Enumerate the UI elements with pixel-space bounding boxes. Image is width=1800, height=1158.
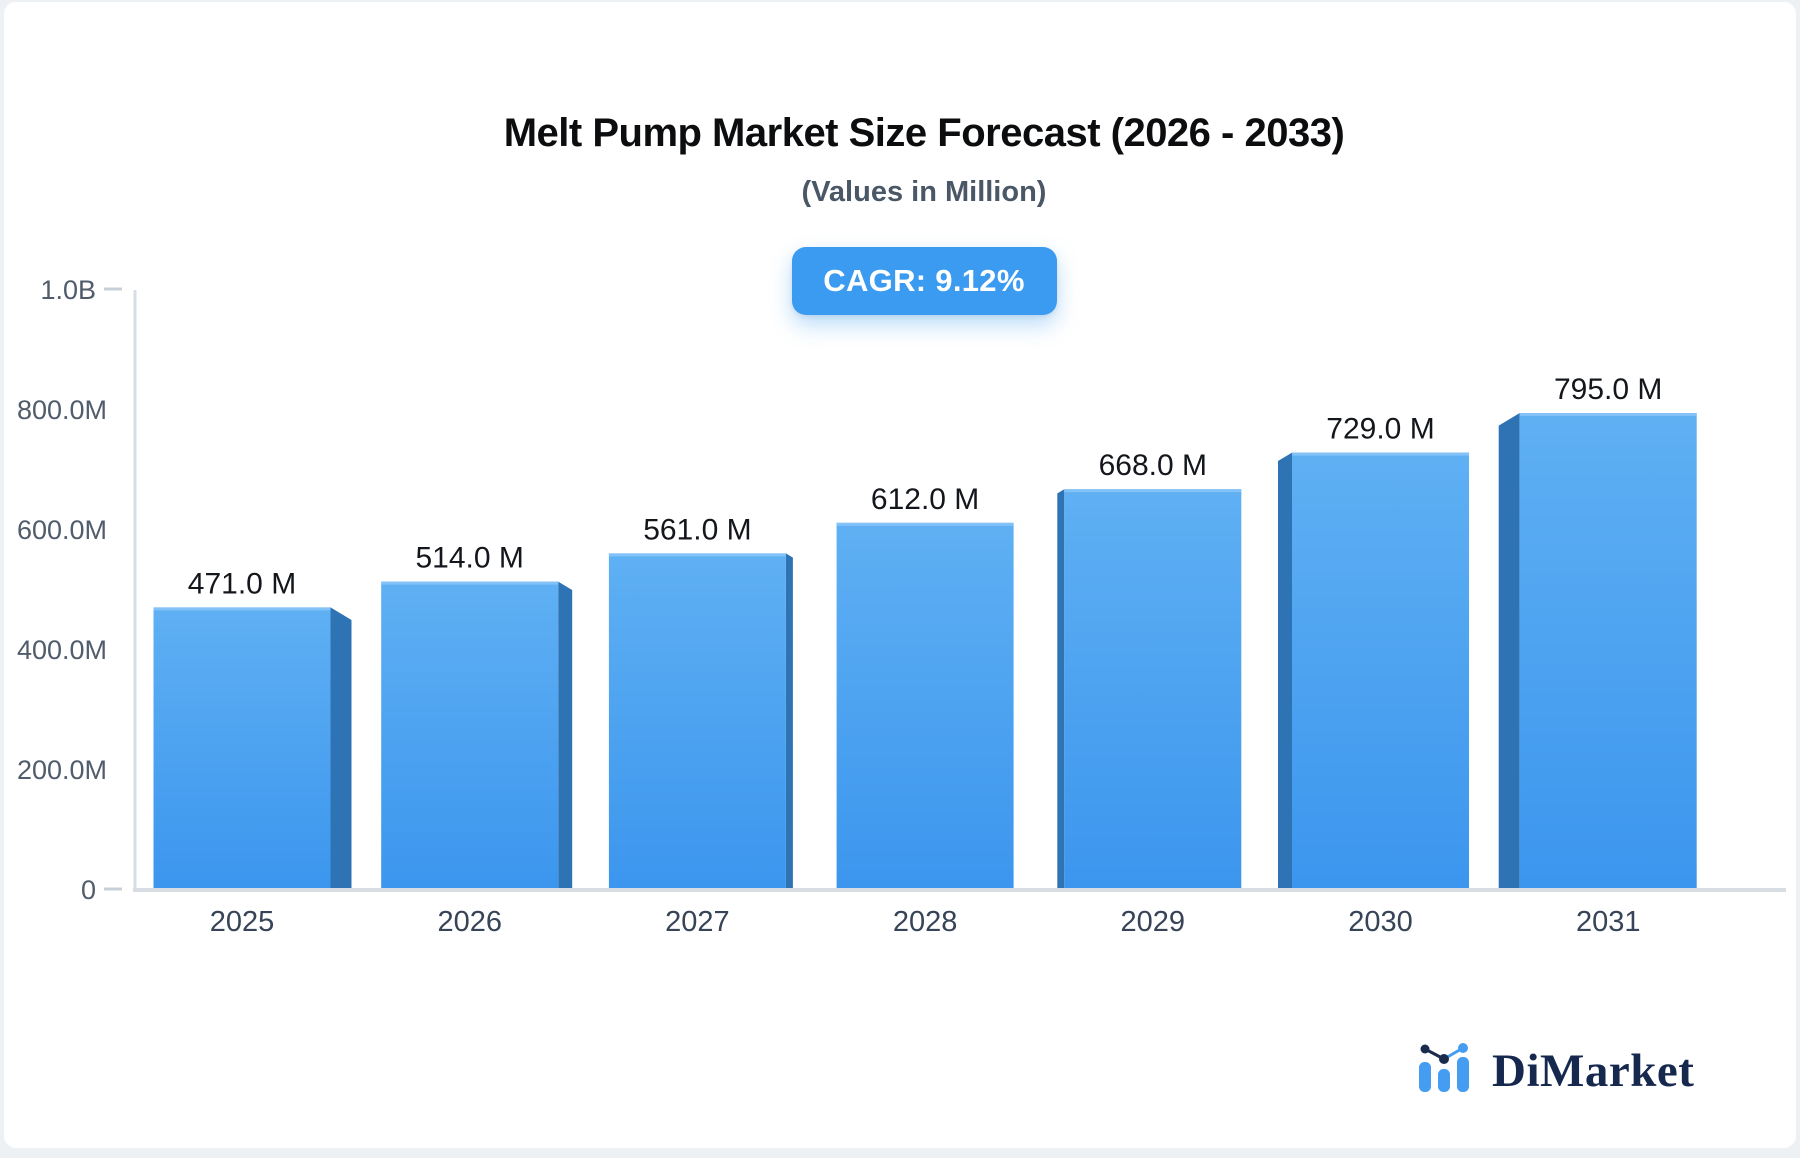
x-tick-label: 2027: [665, 906, 730, 938]
bar-group-2029: 668.0 M 2029: [1057, 449, 1242, 938]
brand-logo-chart-icon: [1419, 1043, 1469, 1092]
y-tick-label: 600.0M: [17, 515, 107, 545]
bar-group-2031: 795.0 M 2031: [1498, 373, 1697, 938]
bar-top-highlight: [836, 522, 1014, 526]
brand-logo: DiMarket: [1416, 1038, 1695, 1098]
x-tick-label: 2030: [1348, 906, 1413, 938]
bar-side-face: [330, 607, 352, 888]
bar-side-face: [785, 553, 793, 888]
bar-front-face: [1064, 489, 1242, 888]
chart-card: 0 200.0M 400.0M 600.0M 800.0M 1.0B 471.0 M 2025…: [4, 2, 1796, 1148]
bar-value-label: 612.0 M: [871, 483, 979, 516]
bar-top-highlight: [1292, 452, 1469, 456]
bar-side-face: [1057, 489, 1065, 888]
bar-chart: 0 200.0M 400.0M 600.0M 800.0M 1.0B 471.0 M 2025…: [17, 275, 1786, 938]
bar-group-2027: 561.0 M 2027: [608, 513, 793, 938]
bar-side-face: [1278, 452, 1292, 888]
y-tick-label: 1.0B: [40, 275, 96, 305]
bar-top-highlight: [381, 581, 559, 585]
bar-value-label: 514.0 M: [415, 542, 523, 575]
bar-top-highlight: [1064, 489, 1242, 493]
y-tick-label: 800.0M: [17, 395, 107, 425]
x-tick-label: 2029: [1121, 906, 1186, 938]
x-tick-label: 2026: [437, 906, 502, 938]
y-tick-label: 0: [81, 875, 96, 905]
bar-value-label: 471.0 M: [188, 567, 296, 600]
bar-side-face: [1498, 413, 1520, 888]
brand-logo-text: DiMarket: [1492, 1045, 1695, 1098]
y-tick-label: 200.0M: [17, 755, 107, 785]
x-tick-label: 2028: [893, 906, 958, 938]
bar-front-face: [608, 553, 786, 888]
bar-front-face: [1292, 452, 1469, 888]
bar-front-face: [836, 522, 1014, 888]
bar-front-face: [381, 581, 559, 888]
x-tick-label: 2031: [1576, 906, 1641, 938]
bar-side-face: [558, 581, 573, 888]
x-tick-label: 2025: [210, 906, 275, 938]
bar-group-2026: 514.0 M 2026: [381, 542, 573, 938]
bar-value-label: 729.0 M: [1326, 413, 1434, 446]
bar-front-face: [153, 607, 331, 888]
bar-front-face: [1519, 413, 1697, 888]
bar-value-label: 561.0 M: [643, 513, 751, 546]
bar-top-highlight: [608, 553, 786, 557]
bar-value-label: 668.0 M: [1099, 449, 1207, 482]
bar-top-highlight: [153, 607, 331, 611]
bar-group-2028: 612.0 M 2028: [836, 483, 1014, 938]
bar-group-2030: 729.0 M 2030: [1278, 413, 1469, 938]
y-tick-label: 400.0M: [17, 635, 107, 665]
bar-group-2025: 471.0 M 2025: [153, 567, 352, 938]
bar-value-label: 795.0 M: [1554, 373, 1662, 406]
bar-top-highlight: [1519, 413, 1697, 416]
